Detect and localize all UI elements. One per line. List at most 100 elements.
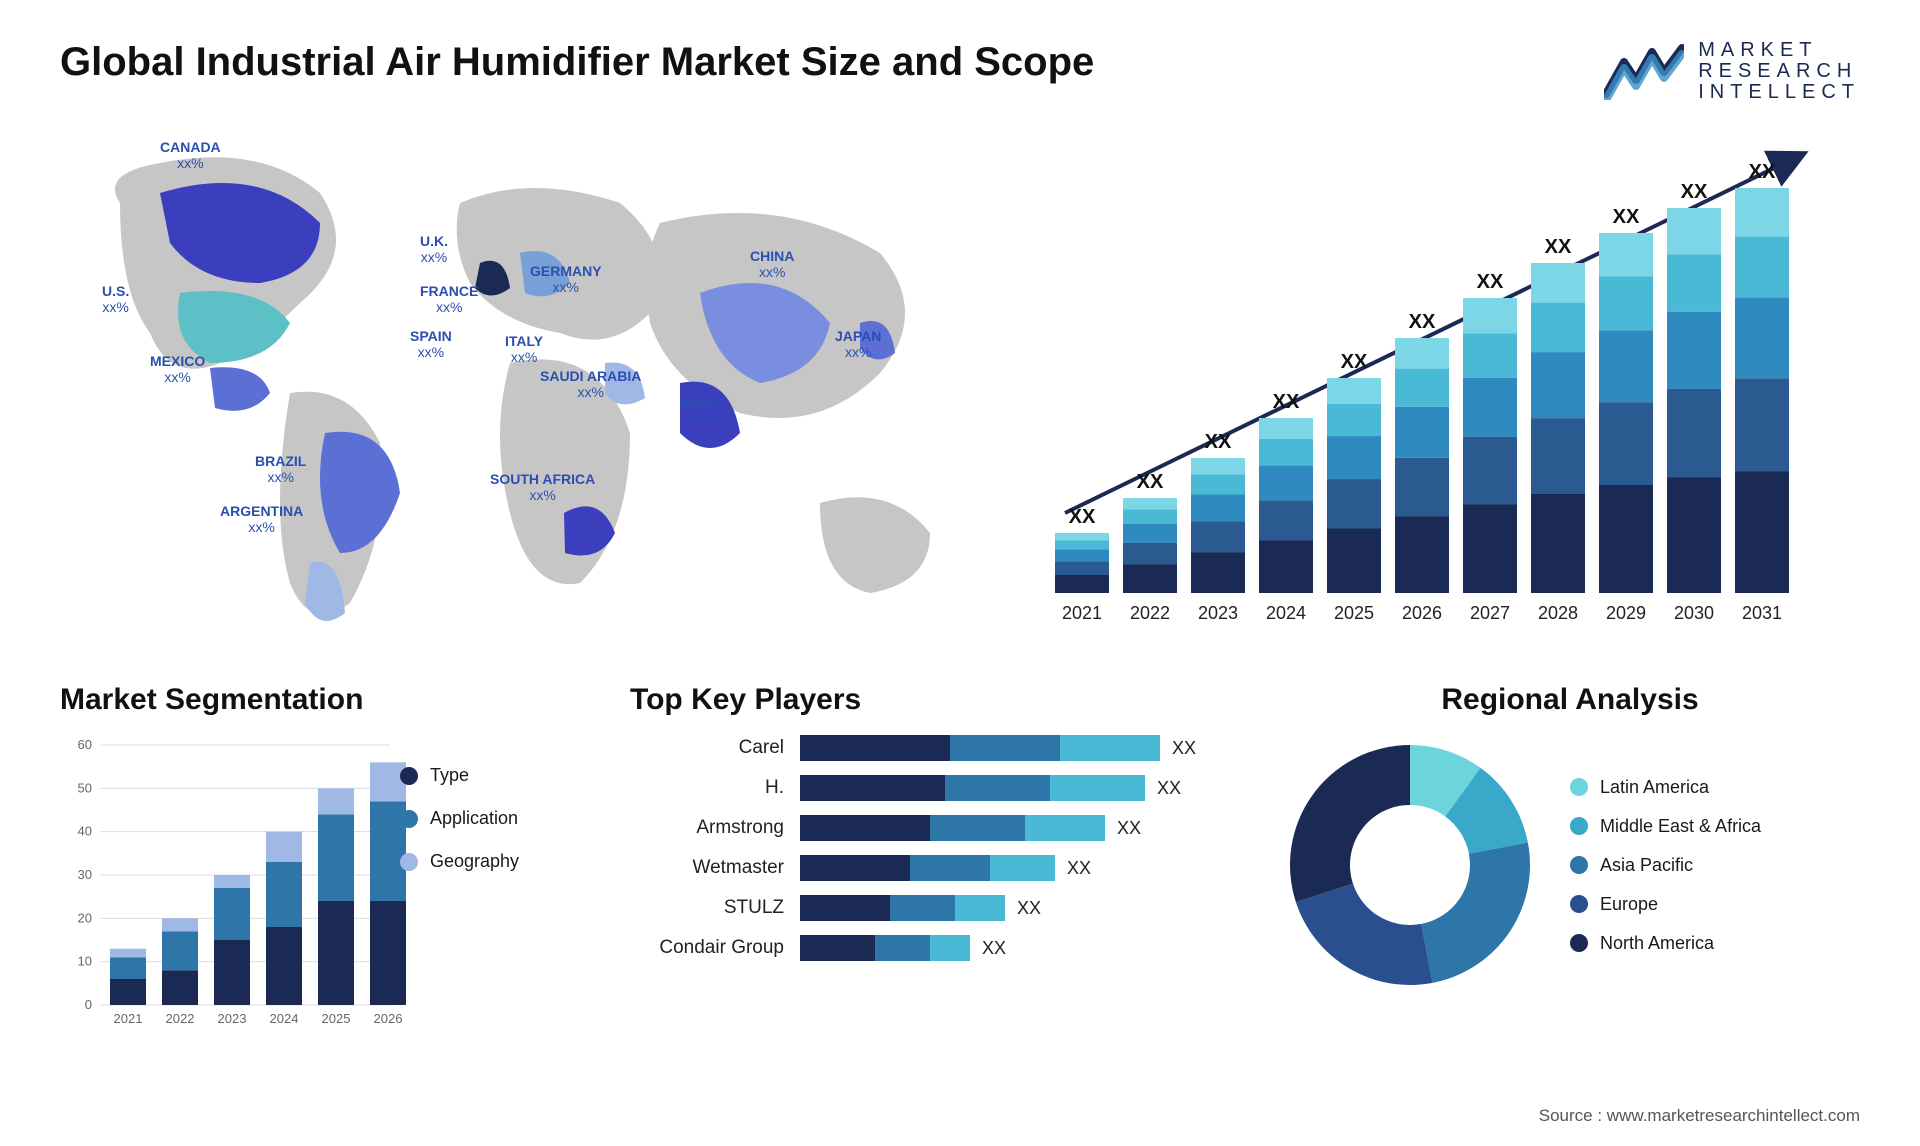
player-value: XX <box>1157 778 1181 799</box>
svg-text:50: 50 <box>78 780 92 795</box>
segmentation-title: Market Segmentation <box>60 683 580 717</box>
player-bar-segment <box>955 895 1005 921</box>
players-panel: Top Key Players CarelXXH.XXArmstrongXXWe… <box>630 683 1230 961</box>
svg-text:30: 30 <box>78 867 92 882</box>
regional-content: Latin America Middle East & Africa Asia Pa… <box>1280 735 1860 995</box>
svg-text:2030: 2030 <box>1674 603 1714 623</box>
player-bar <box>800 895 1005 921</box>
bottom-row: Market Segmentation 01020304050602021202… <box>60 683 1860 1035</box>
map-label: FRANCExx% <box>420 283 478 315</box>
svg-text:2021: 2021 <box>1062 603 1102 623</box>
legend-dot-icon <box>400 767 418 785</box>
svg-text:2027: 2027 <box>1470 603 1510 623</box>
player-value: XX <box>1172 738 1196 759</box>
legend-dot-icon <box>1570 856 1588 874</box>
regional-title: Regional Analysis <box>1280 683 1860 717</box>
player-name: Wetmaster <box>630 857 800 879</box>
map-label: CHINAxx% <box>750 248 794 280</box>
svg-text:2025: 2025 <box>1334 603 1374 623</box>
legend-item: Asia Pacific <box>1570 855 1761 876</box>
map-label: INDIAxx% <box>680 395 718 427</box>
legend-label: Type <box>430 765 469 786</box>
player-name: Condair Group <box>630 937 800 959</box>
player-name: Armstrong <box>630 817 800 839</box>
svg-text:2025: 2025 <box>322 1011 351 1026</box>
player-bar <box>800 815 1105 841</box>
player-row: H. XX <box>630 775 1230 801</box>
player-bar-segment <box>930 935 970 961</box>
svg-text:2026: 2026 <box>374 1011 403 1026</box>
page-title: Global Industrial Air Humidifier Market … <box>60 40 1094 85</box>
player-row: Wetmaster XX <box>630 855 1230 881</box>
svg-text:60: 60 <box>78 737 92 752</box>
svg-text:XX: XX <box>1137 471 1164 493</box>
svg-text:XX: XX <box>1069 506 1096 528</box>
player-bar-segment <box>910 855 990 881</box>
map-label: BRAZILxx% <box>255 453 306 485</box>
svg-text:XX: XX <box>1681 181 1708 203</box>
svg-text:XX: XX <box>1477 271 1504 293</box>
top-row: CANADAxx%U.S.xx%MEXICOxx%BRAZILxx%ARGENT… <box>60 133 1860 653</box>
legend-item: Middle East & Africa <box>1570 816 1761 837</box>
svg-text:XX: XX <box>1273 391 1300 413</box>
source-line: Source : www.marketresearchintellect.com <box>1539 1106 1860 1126</box>
logo-mark-icon <box>1604 44 1684 100</box>
player-value: XX <box>1017 898 1041 919</box>
legend-dot-icon <box>1570 778 1588 796</box>
player-value: XX <box>1117 818 1141 839</box>
svg-text:XX: XX <box>1205 431 1232 453</box>
legend-item: Geography <box>400 851 519 872</box>
logo-line3: INTELLECT <box>1698 82 1860 103</box>
player-bar-segment <box>800 935 875 961</box>
legend-label: North America <box>1600 933 1714 954</box>
svg-text:2022: 2022 <box>1130 603 1170 623</box>
player-bar-segment <box>950 735 1060 761</box>
legend-item: Type <box>400 765 519 786</box>
legend-dot-icon <box>400 810 418 828</box>
player-bar-segment <box>1025 815 1105 841</box>
map-label: U.S.xx% <box>102 283 129 315</box>
logo-line1: MARKET <box>1698 40 1860 61</box>
player-row: STULZXX <box>630 895 1230 921</box>
legend-item: North America <box>1570 933 1761 954</box>
world-map: CANADAxx%U.S.xx%MEXICOxx%BRAZILxx%ARGENT… <box>60 133 970 653</box>
player-value: XX <box>1067 858 1091 879</box>
svg-text:XX: XX <box>1409 311 1436 333</box>
regional-panel: Regional Analysis Latin America Middle Ea… <box>1280 683 1860 995</box>
legend-label: Asia Pacific <box>1600 855 1693 876</box>
legend-item: Latin America <box>1570 777 1761 798</box>
legend-label: Middle East & Africa <box>1600 816 1761 837</box>
legend-label: Geography <box>430 851 519 872</box>
legend-item: Application <box>400 808 519 829</box>
svg-text:XX: XX <box>1341 351 1368 373</box>
brand-logo: MARKET RESEARCH INTELLECT <box>1604 40 1860 103</box>
page: Global Industrial Air Humidifier Market … <box>0 0 1920 1146</box>
map-label: U.K.xx% <box>420 233 448 265</box>
svg-text:10: 10 <box>78 954 92 969</box>
players-title: Top Key Players <box>630 683 1230 717</box>
player-row: Armstrong XX <box>630 815 1230 841</box>
header: Global Industrial Air Humidifier Market … <box>60 40 1860 103</box>
segmentation-chart: 0102030405060202120222023202420252026 Ty… <box>60 735 540 1035</box>
player-row: CarelXX <box>630 735 1230 761</box>
legend-dot-icon <box>1570 895 1588 913</box>
player-bar-segment <box>800 855 910 881</box>
player-bar-segment <box>800 815 930 841</box>
map-label: CANADAxx% <box>160 139 221 171</box>
player-bar-segment <box>1050 775 1145 801</box>
legend-label: Latin America <box>1600 777 1709 798</box>
map-label: ITALYxx% <box>505 333 543 365</box>
legend-dot-icon <box>400 853 418 871</box>
players-list: CarelXXH.XXArmstrongXXWetmasterXXSTULZXX… <box>630 735 1230 961</box>
map-label: MEXICOxx% <box>150 353 205 385</box>
player-bar <box>800 935 970 961</box>
player-bar-segment <box>875 935 930 961</box>
player-name: H. <box>630 777 800 799</box>
svg-text:2028: 2028 <box>1538 603 1578 623</box>
svg-text:2023: 2023 <box>218 1011 247 1026</box>
svg-text:XX: XX <box>1545 236 1572 258</box>
svg-text:2026: 2026 <box>1402 603 1442 623</box>
legend-dot-icon <box>1570 934 1588 952</box>
legend-dot-icon <box>1570 817 1588 835</box>
svg-text:2021: 2021 <box>114 1011 143 1026</box>
